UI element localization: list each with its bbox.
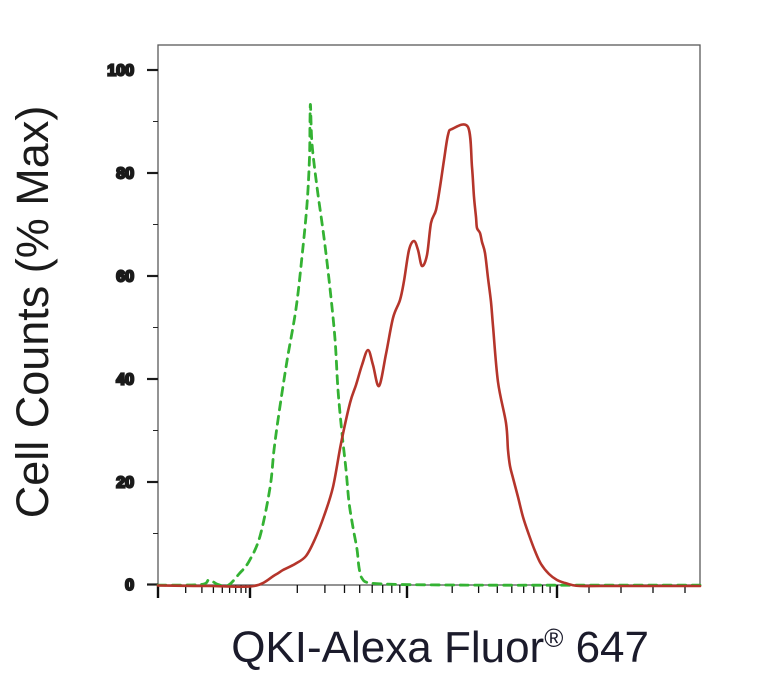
svg-text:Cell Counts (% Max): Cell Counts (% Max) xyxy=(7,106,58,519)
svg-text:40: 40 xyxy=(116,372,134,389)
svg-text:20: 20 xyxy=(116,475,134,492)
svg-text:0: 0 xyxy=(125,577,134,594)
svg-text:100: 100 xyxy=(107,63,134,80)
svg-text:60: 60 xyxy=(116,269,134,286)
svg-text:80: 80 xyxy=(116,166,134,183)
svg-text:QKI-Alexa Fluor® 647: QKI-Alexa Fluor® 647 xyxy=(231,623,649,672)
